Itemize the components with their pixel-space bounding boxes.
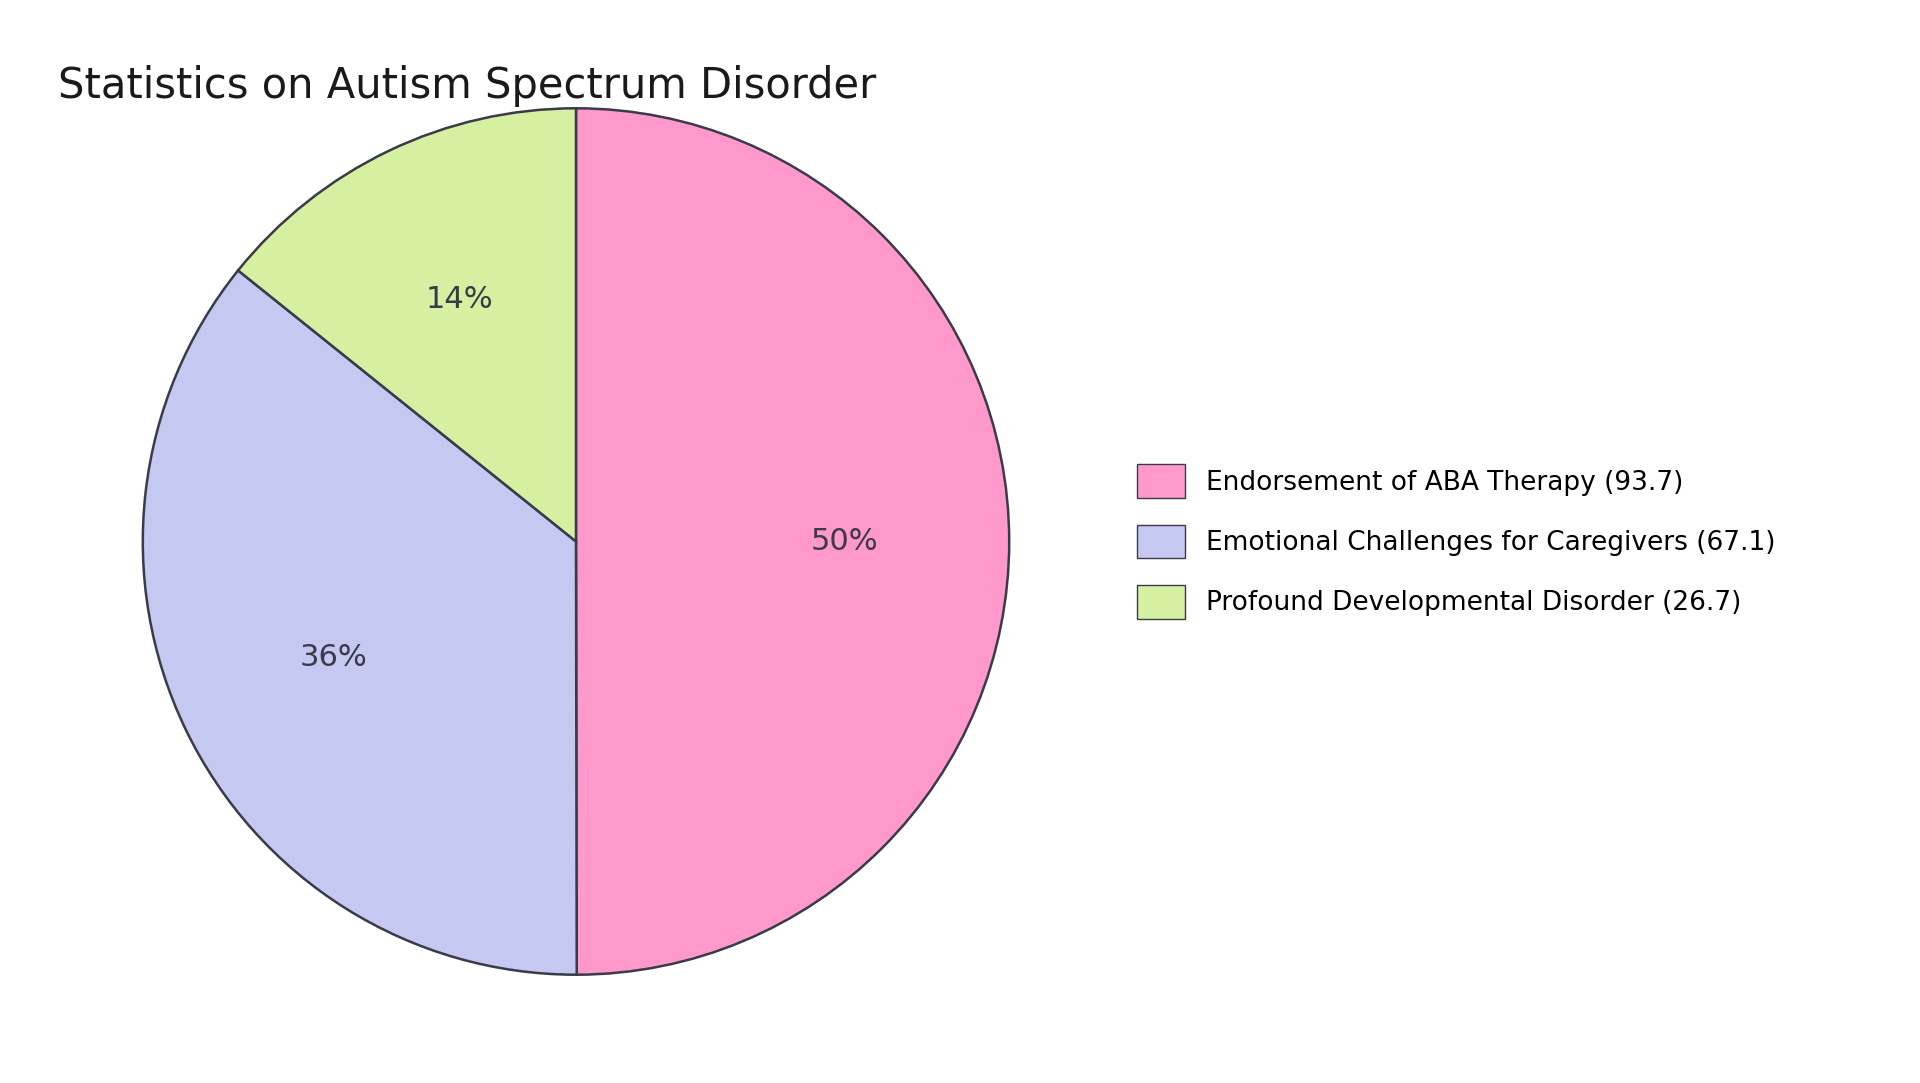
Wedge shape (142, 271, 576, 975)
Text: Statistics on Autism Spectrum Disorder: Statistics on Autism Spectrum Disorder (58, 65, 876, 107)
Text: 50%: 50% (810, 526, 877, 556)
Wedge shape (576, 108, 1010, 975)
Text: 14%: 14% (426, 285, 493, 314)
Wedge shape (238, 108, 576, 542)
Text: 36%: 36% (300, 643, 369, 673)
Legend: Endorsement of ABA Therapy (93.7), Emotional Challenges for Caregivers (67.1), P: Endorsement of ABA Therapy (93.7), Emoti… (1127, 454, 1786, 629)
